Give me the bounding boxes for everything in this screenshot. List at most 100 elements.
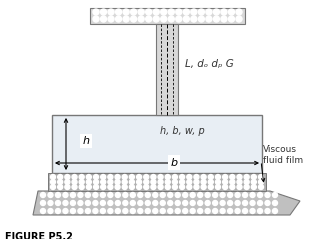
Circle shape [175,192,180,197]
Circle shape [58,185,63,190]
Circle shape [242,192,247,197]
Circle shape [71,192,76,197]
Circle shape [206,9,212,15]
Circle shape [78,208,83,213]
Circle shape [228,16,234,22]
Circle shape [79,179,84,185]
Circle shape [151,179,156,185]
Bar [156,24,178,115]
Circle shape [56,208,61,213]
Circle shape [41,208,46,213]
Circle shape [93,192,98,197]
Circle shape [138,192,143,197]
Circle shape [79,174,84,179]
Circle shape [123,16,129,22]
Circle shape [101,185,106,190]
Text: h: h [83,136,90,146]
Circle shape [158,185,163,190]
Circle shape [223,179,228,185]
Text: h, b, w, p: h, b, w, p [160,126,204,136]
Circle shape [168,9,174,15]
Circle shape [93,208,98,213]
Circle shape [146,16,152,22]
Circle shape [191,16,197,22]
Circle shape [251,185,256,190]
Circle shape [190,208,195,213]
Circle shape [130,185,135,190]
Bar [48,173,266,191]
Circle shape [137,179,142,185]
Text: b: b [170,158,177,168]
Circle shape [191,9,197,15]
Circle shape [122,185,127,190]
Circle shape [165,179,170,185]
Circle shape [172,174,177,179]
Circle shape [56,201,61,206]
Circle shape [194,179,199,185]
Circle shape [78,192,83,197]
Circle shape [208,185,213,190]
Circle shape [223,174,228,179]
Circle shape [130,179,135,185]
Circle shape [144,179,149,185]
Circle shape [123,201,128,206]
Circle shape [86,185,91,190]
Circle shape [172,179,177,185]
Circle shape [51,185,56,190]
Circle shape [48,192,53,197]
Circle shape [48,208,53,213]
Circle shape [41,192,46,197]
Circle shape [71,208,76,213]
Circle shape [183,201,188,206]
Circle shape [137,174,142,179]
Circle shape [78,201,83,206]
Circle shape [215,179,220,185]
Circle shape [153,208,158,213]
Circle shape [145,201,150,206]
Circle shape [65,179,70,185]
Circle shape [205,192,210,197]
Circle shape [179,174,184,179]
Circle shape [93,16,99,22]
Circle shape [138,208,143,213]
Circle shape [235,201,240,206]
Circle shape [115,192,120,197]
Circle shape [220,201,225,206]
Circle shape [227,192,232,197]
Circle shape [242,201,247,206]
Circle shape [100,208,105,213]
Text: Viscous
fluid film: Viscous fluid film [263,145,303,165]
Circle shape [230,174,235,179]
Circle shape [86,179,91,185]
Circle shape [63,192,68,197]
Circle shape [145,208,150,213]
Polygon shape [33,191,300,215]
Circle shape [208,174,213,179]
Circle shape [108,208,113,213]
Circle shape [258,174,263,179]
Circle shape [72,174,77,179]
Circle shape [265,192,270,197]
Circle shape [63,208,68,213]
Circle shape [213,192,218,197]
Circle shape [168,192,173,197]
Circle shape [116,9,122,15]
Circle shape [144,185,149,190]
Circle shape [108,185,113,190]
Circle shape [138,9,144,15]
Circle shape [108,192,113,197]
Circle shape [176,9,182,15]
Circle shape [198,9,204,15]
Circle shape [201,185,206,190]
Circle shape [138,201,143,206]
Circle shape [168,208,173,213]
Circle shape [138,16,144,22]
Circle shape [161,16,167,22]
Circle shape [168,16,174,22]
Circle shape [201,179,206,185]
Circle shape [108,174,113,179]
Circle shape [108,179,113,185]
Circle shape [93,9,99,15]
Circle shape [58,179,63,185]
Circle shape [230,185,235,190]
